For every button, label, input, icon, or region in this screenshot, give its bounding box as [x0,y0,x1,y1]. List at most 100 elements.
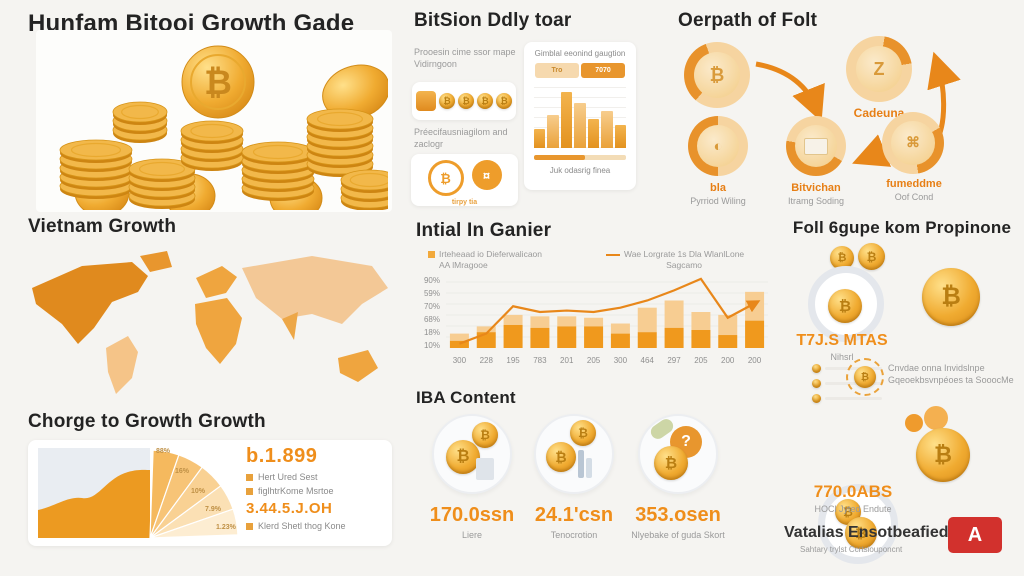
coin-dot-icon [812,364,821,373]
ganier-chart-plot [446,277,768,348]
x-tick-label: 228 [479,356,493,365]
logo-letter: A [967,523,983,546]
flow-node-sublabel: Oof Cond [894,192,934,202]
iba-stat-block: ? ₿ 353.osen Nlyebake of guda Skort [626,414,730,541]
big-coin-icon: ₿ [916,428,970,482]
iba-label: Liere [461,530,482,540]
deco-blob-icon [924,406,948,430]
circled-coin-icon: ₿ [846,358,884,396]
propinone-circle-1: ₿ [808,266,884,342]
gold-coin-stacks-illustration: ₿ [59,45,388,210]
x-tick-label: 783 [533,356,547,365]
legend-label: Klerd Shetl thog Kone [258,521,346,531]
x-tick-label: 464 [640,356,654,365]
mini-bar [534,128,546,148]
daily-note-2: Préecifausniagilom and zaclogr [414,127,508,149]
iba-icon-circle: ₿ ₿ [534,414,614,494]
deco-blob-icon [905,414,923,432]
flow-node-cadeuna: Z [846,36,912,102]
stat-value: 3.44.5.J.OH [246,500,333,517]
panel-tabs: Tro 7070 [524,63,636,78]
tab-second[interactable]: 7070 [581,63,625,78]
x-tick-label: 201 [560,356,574,365]
coin-dot-icon [812,394,821,403]
legend-text: AA lMragooe [439,260,488,270]
ganier-legend-2: Wae Lorgrate 1s Dla WlanlLone Sagcamo [606,249,774,271]
x-tick-label: 205 [694,356,708,365]
world-map [32,251,388,394]
iba-label: Tenocrotion [550,530,598,540]
iba-stat-block: ₿ ₿ 170.0ssn Liere [420,414,524,541]
x-tick-label: 200 [721,356,735,365]
mini-bar-chart [534,84,626,148]
iba-icon-circle: ? ₿ [638,414,718,494]
legend-swatch [246,522,253,530]
y-tick-label: 90% [423,276,440,285]
panel-progress-fill [534,155,585,160]
y-tick-label: 70% [423,302,440,311]
x-tick-label: 300 [452,356,467,365]
svg-text:₿: ₿ [204,64,232,102]
coin-icon: ₿ [828,289,862,323]
fan-label: 7.9% [205,506,221,513]
map-section-title: Vietnam Growth [28,216,177,237]
propinone-stat-value: 770.0ABS [813,482,893,501]
fan-label: 88% [156,448,171,455]
coin-icon: ₿ [546,442,576,472]
propinone-section-title: Foll 6gupe kom Propinone [792,218,1012,237]
iba-stat-block: ₿ ₿ 24.1'csn Tenocrotion [522,414,626,541]
coin-icon: ₿ [858,243,885,270]
flow-node-bitvichan [786,116,846,176]
x-tick-label: 195 [506,356,520,365]
propinone-stat-label: HOCl Jyted Endute [814,504,892,514]
legend-text: Irteheaad io Dieferwalicaon [439,249,543,259]
map-europe [196,266,237,298]
fan-label: 1.23% [216,524,236,531]
coin-face-icon: Z [855,45,903,93]
daily-note-1: Prooesin cime ssor mape Vidirngoon [414,47,516,69]
map-africa [195,298,242,364]
iba-value: 24.1'csn [534,504,614,526]
mini-bar [560,91,573,148]
wallet-coin-icon: ₿ [427,160,464,196]
map-south-america [106,336,138,394]
propinone-circle-2: ₿ ₿ [818,484,898,564]
mini-bar [574,103,586,148]
ganier-y-axis: 90% 59% 70% 68% 18% 10% [414,276,440,354]
folder-icon [795,125,837,167]
coin-icon: ₿ [654,446,688,480]
mini-bar [587,118,600,148]
y-tick-label: 59% [423,289,440,298]
coin-face-icon: ◐ [697,125,739,167]
brand-tagline: Sahtary trylst Ccrtsiouponcnt [800,545,903,554]
coin-icon: ₿ [570,420,596,446]
map-india [282,312,298,340]
ganier-x-axis: 300 228 195 783 201 205 300 464 297 205 200 200 [446,356,768,365]
legend-label: figlhtrKome Msrtoe [258,486,334,496]
mini-bar [614,124,626,148]
coin-icon: ₿ [458,93,474,109]
flow-node-sublabel: Pyrriod Wiling [690,196,746,206]
legend-swatch [246,473,253,481]
fan-label: 16% [175,468,190,475]
coin-icon: ₿ [472,422,498,448]
brand-name: Vatalias Ensotbeafiedr [784,524,955,541]
legend-text: Wae Lorgrate 1s Dla WlanlLone [624,249,745,259]
coin-icon: ₿ [496,93,512,109]
flow-node-fumeddme: ⌘ [882,112,944,174]
flow-node-label: bla [710,182,726,194]
flow-node-bla: ◐ [688,116,748,176]
legend-square-icon [428,251,435,258]
coin-icon: ₿ [446,440,480,474]
coins-row-card: ₿ ₿ ₿ ₿ [412,82,516,120]
legend-label: Hert Ured Sest [258,472,318,482]
chart-bar-icon [586,458,592,478]
tab-first[interactable]: Tro [535,63,579,78]
x-tick-label: 200 [747,356,762,365]
map-greenland [140,251,172,272]
y-tick-label: 68% [423,315,440,324]
propinone-stat-value: T7J.S MTAS [796,332,888,349]
globe-coin-icon: ¤ [471,160,502,190]
mini-bar [547,114,559,148]
area-chart-card: 88% 16% 10% 7.9% 1.23% b.1.899 Hert Ured… [28,440,392,546]
